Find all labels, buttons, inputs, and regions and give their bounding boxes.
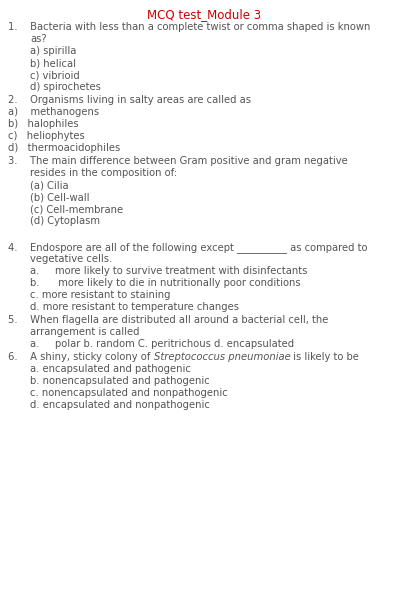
Text: a.     more likely to survive treatment with disinfectants: a. more likely to survive treatment with… xyxy=(30,266,307,276)
Text: (d) Cytoplasm: (d) Cytoplasm xyxy=(30,216,100,226)
Text: (b) Cell-wall: (b) Cell-wall xyxy=(30,192,89,202)
Text: c. more resistant to staining: c. more resistant to staining xyxy=(30,290,171,300)
Text: a.     polar b. random C. peritrichous d. encapsulated: a. polar b. random C. peritrichous d. en… xyxy=(30,339,294,349)
Text: 4.    Endospore are all of the following except __________ as compared to: 4. Endospore are all of the following ex… xyxy=(8,242,368,253)
Text: b) helical: b) helical xyxy=(30,58,76,68)
Text: (c) Cell-membrane: (c) Cell-membrane xyxy=(30,204,123,214)
Text: Streptococcus pneumoniae: Streptococcus pneumoniae xyxy=(153,352,290,362)
Text: resides in the composition of:: resides in the composition of: xyxy=(30,168,177,178)
Text: 1.    Bacteria with less than a complete twist or comma shaped is known: 1. Bacteria with less than a complete tw… xyxy=(8,22,370,32)
Text: arrangement is called: arrangement is called xyxy=(30,327,140,337)
Text: a. encapsulated and pathogenic: a. encapsulated and pathogenic xyxy=(30,364,191,374)
Text: c. nonencapsulated and nonpathogenic: c. nonencapsulated and nonpathogenic xyxy=(30,388,228,398)
Text: a)    methanogens: a) methanogens xyxy=(8,107,99,117)
Text: 2.    Organisms living in salty areas are called as: 2. Organisms living in salty areas are c… xyxy=(8,95,251,105)
Text: b. nonencapsulated and pathogenic: b. nonencapsulated and pathogenic xyxy=(30,376,210,386)
Text: d. more resistant to temperature changes: d. more resistant to temperature changes xyxy=(30,302,239,312)
Text: (a) Cilia: (a) Cilia xyxy=(30,180,69,190)
Text: MCQ test_Module 3: MCQ test_Module 3 xyxy=(147,8,261,21)
Text: d)   thermoacidophiles: d) thermoacidophiles xyxy=(8,143,120,153)
Text: d) spirochetes: d) spirochetes xyxy=(30,82,101,92)
Text: c) vibrioid: c) vibrioid xyxy=(30,70,80,80)
Text: b.      more likely to die in nutritionally poor conditions: b. more likely to die in nutritionally p… xyxy=(30,278,301,288)
Text: 3.    The main difference between Gram positive and gram negative: 3. The main difference between Gram posi… xyxy=(8,156,348,166)
Text: as?: as? xyxy=(30,34,47,44)
Text: c)   heliophytes: c) heliophytes xyxy=(8,131,85,141)
Text: is likely to be: is likely to be xyxy=(290,352,359,362)
Text: 6.    A shiny, sticky colony of: 6. A shiny, sticky colony of xyxy=(8,352,153,362)
Text: d. encapsulated and nonpathogenic: d. encapsulated and nonpathogenic xyxy=(30,400,210,410)
Text: 5.    When flagella are distributed all around a bacterial cell, the: 5. When flagella are distributed all aro… xyxy=(8,315,328,325)
Text: b)   halophiles: b) halophiles xyxy=(8,119,79,129)
Text: a) spirilla: a) spirilla xyxy=(30,46,76,56)
Text: vegetative cells.: vegetative cells. xyxy=(30,254,112,264)
